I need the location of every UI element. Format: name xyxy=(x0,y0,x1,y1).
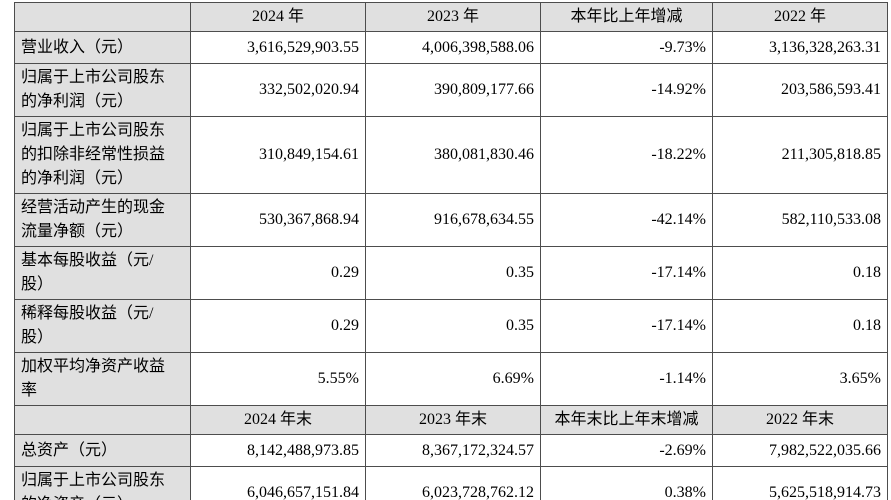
cell-value: -14.92% xyxy=(540,63,713,117)
cell-value: -1.14% xyxy=(540,352,713,406)
cell-value: -18.22% xyxy=(540,116,713,194)
cell-value: -17.14% xyxy=(540,299,713,353)
row-label: 总资产（元） xyxy=(14,434,191,467)
cell-value: 3,136,328,263.31 xyxy=(712,31,888,64)
cell-value: 390,809,177.66 xyxy=(365,63,541,117)
cell-value: 7,982,522,035.66 xyxy=(712,434,888,467)
header-row-year-end: 2024 年末 2023 年末 本年末比上年末增减 2022 年末 xyxy=(14,405,888,435)
row-label: 归属于上市公司股东 的扣除非经常性损益 的净利润（元） xyxy=(14,116,191,194)
cell-value: 380,081,830.46 xyxy=(365,116,541,194)
header-empty-cell xyxy=(14,405,191,435)
column-header-2024: 2024 年 xyxy=(190,2,366,32)
table-row-operating-cash-flow: 经营活动产生的现金 流量净额（元） 530,367,868.94 916,678… xyxy=(14,193,888,247)
row-label: 营业收入（元） xyxy=(14,31,191,64)
row-label: 基本每股收益（元/ 股） xyxy=(14,246,191,300)
cell-value: 5.55% xyxy=(190,352,366,406)
cell-value: 0.35 xyxy=(365,246,541,300)
column-header-2024-end: 2024 年末 xyxy=(190,405,366,435)
cell-value: 0.18 xyxy=(712,246,888,300)
table-row-basic-eps: 基本每股收益（元/ 股） 0.29 0.35 -17.14% 0.18 xyxy=(14,246,888,300)
table-row-net-profit: 归属于上市公司股东 的净利润（元） 332,502,020.94 390,809… xyxy=(14,63,888,117)
cell-value: -9.73% xyxy=(540,31,713,64)
row-label: 归属于上市公司股东 的净利润（元） xyxy=(14,63,191,117)
header-row-annual: 2024 年 2023 年 本年比上年增减 2022 年 xyxy=(14,2,888,32)
row-label: 稀释每股收益（元/ 股） xyxy=(14,299,191,353)
cell-value: 5,625,518,914.73 xyxy=(712,466,888,500)
column-header-2022-end: 2022 年末 xyxy=(712,405,888,435)
cell-value: 6,023,728,762.12 xyxy=(365,466,541,500)
cell-value: 530,367,868.94 xyxy=(190,193,366,247)
cell-value: 916,678,634.55 xyxy=(365,193,541,247)
cell-value: 6.69% xyxy=(365,352,541,406)
cell-value: 3,616,529,903.55 xyxy=(190,31,366,64)
cell-value: 332,502,020.94 xyxy=(190,63,366,117)
cell-value: 8,367,172,324.57 xyxy=(365,434,541,467)
header-empty-cell xyxy=(14,2,191,32)
table-row-diluted-eps: 稀释每股收益（元/ 股） 0.29 0.35 -17.14% 0.18 xyxy=(14,299,888,353)
column-header-2022: 2022 年 xyxy=(712,2,888,32)
table-row-operating-revenue: 营业收入（元） 3,616,529,903.55 4,006,398,588.0… xyxy=(14,31,888,64)
cell-value: 203,586,593.41 xyxy=(712,63,888,117)
column-header-2023: 2023 年 xyxy=(365,2,541,32)
table-row-total-assets: 总资产（元） 8,142,488,973.85 8,367,172,324.57… xyxy=(14,434,888,467)
cell-value: 6,046,657,151.84 xyxy=(190,466,366,500)
cell-value: 0.29 xyxy=(190,246,366,300)
cell-value: 4,006,398,588.06 xyxy=(365,31,541,64)
column-header-yoy-change: 本年比上年增减 xyxy=(540,2,713,32)
financial-summary-table: 2024 年 2023 年 本年比上年增减 2022 年 营业收入（元） 3,6… xyxy=(14,2,888,500)
cell-value: 0.29 xyxy=(190,299,366,353)
column-header-2023-end: 2023 年末 xyxy=(365,405,541,435)
column-header-yearend-change: 本年末比上年末增减 xyxy=(540,405,713,435)
cell-value: 310,849,154.61 xyxy=(190,116,366,194)
cell-value: 3.65% xyxy=(712,352,888,406)
cell-value: -2.69% xyxy=(540,434,713,467)
row-label: 归属于上市公司股东 的净资产（元） xyxy=(14,466,191,500)
table-row-net-assets: 归属于上市公司股东 的净资产（元） 6,046,657,151.84 6,023… xyxy=(14,466,888,500)
row-label: 经营活动产生的现金 流量净额（元） xyxy=(14,193,191,247)
cell-value: 0.18 xyxy=(712,299,888,353)
cell-value: 0.38% xyxy=(540,466,713,500)
row-label: 加权平均净资产收益 率 xyxy=(14,352,191,406)
cell-value: 0.35 xyxy=(365,299,541,353)
table-row-net-profit-excl-nonrecurring: 归属于上市公司股东 的扣除非经常性损益 的净利润（元） 310,849,154.… xyxy=(14,116,888,194)
cell-value: -42.14% xyxy=(540,193,713,247)
cell-value: -17.14% xyxy=(540,246,713,300)
table-row-weighted-avg-roe: 加权平均净资产收益 率 5.55% 6.69% -1.14% 3.65% xyxy=(14,352,888,406)
cell-value: 211,305,818.85 xyxy=(712,116,888,194)
cell-value: 582,110,533.08 xyxy=(712,193,888,247)
cell-value: 8,142,488,973.85 xyxy=(190,434,366,467)
